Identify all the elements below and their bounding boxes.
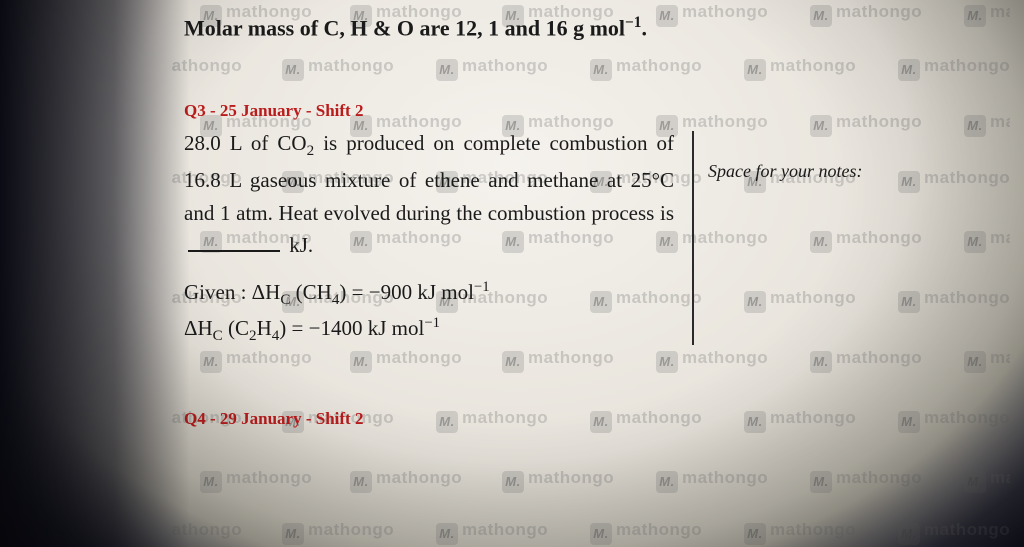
watermark: M.mathongo: [590, 520, 702, 545]
given-label: Given :: [184, 280, 252, 304]
watermark: M.mathongo: [810, 468, 922, 493]
q3-text-1: 28.0 L of CO: [184, 131, 307, 155]
q4-heading: Q4 - 29 January - Shift 2: [184, 409, 1000, 429]
watermark: M.mathongo: [436, 520, 548, 545]
g1a: ΔH: [252, 280, 281, 304]
vertical-separator: [692, 131, 694, 345]
q3-row: 28.0 L of CO2 is produced on complete co…: [184, 127, 1000, 349]
g1b: (CH: [290, 280, 331, 304]
content: Molar mass of C, H & O are 12, 1 and 16 …: [184, 14, 1000, 429]
g2s: C: [213, 328, 223, 344]
given-line-1: Given : ΔHC (CH4) = −900 kJ mol−1: [184, 276, 674, 313]
g1c: ) = −900 kJ mol: [339, 280, 474, 304]
q3-unit: kJ.: [284, 233, 313, 257]
answer-blank: [188, 250, 280, 252]
q3-heading: Q3 - 25 January - Shift 2: [184, 101, 1000, 121]
watermark: M.mathongo: [282, 520, 394, 545]
watermark: M.mathongo: [898, 520, 1010, 545]
g1s: C: [280, 292, 290, 308]
intro-unit-sup: −1: [625, 14, 641, 31]
g2s2: 2: [249, 328, 257, 344]
watermark: M.mathongo: [502, 468, 614, 493]
g2b: (C: [223, 316, 249, 340]
q3-body: 28.0 L of CO2 is produced on complete co…: [184, 127, 674, 349]
given-block: Given : ΔHC (CH4) = −900 kJ mol−1 ΔHC (C…: [184, 276, 674, 349]
g2sup: −1: [424, 315, 440, 331]
watermark: M.mathongo: [656, 468, 768, 493]
intro-suffix: .: [641, 15, 647, 40]
g2d: ) = −1400 kJ mol: [279, 316, 424, 340]
watermark: M.mathongo: [744, 520, 856, 545]
given-line-2: ΔHC (C2H4) = −1400 kJ mol−1: [184, 312, 674, 349]
notes-label: Space for your notes:: [708, 127, 862, 182]
left-shadow: [0, 0, 190, 547]
page: M.mathongo M.mathongo M.mathongo M.mathongo…: [170, 0, 1010, 547]
watermark: M.mathongo: [200, 468, 312, 493]
watermark: M.mathongo: [964, 468, 1010, 493]
g1sup: −1: [474, 279, 490, 295]
g2c: H: [257, 316, 272, 340]
molar-mass-line: Molar mass of C, H & O are 12, 1 and 16 …: [184, 14, 1000, 41]
intro-values: 12, 1 and 16 g mol: [455, 15, 625, 40]
intro-prefix: Molar mass of C, H & O are: [184, 15, 455, 40]
watermark: M.mathongo: [350, 468, 462, 493]
